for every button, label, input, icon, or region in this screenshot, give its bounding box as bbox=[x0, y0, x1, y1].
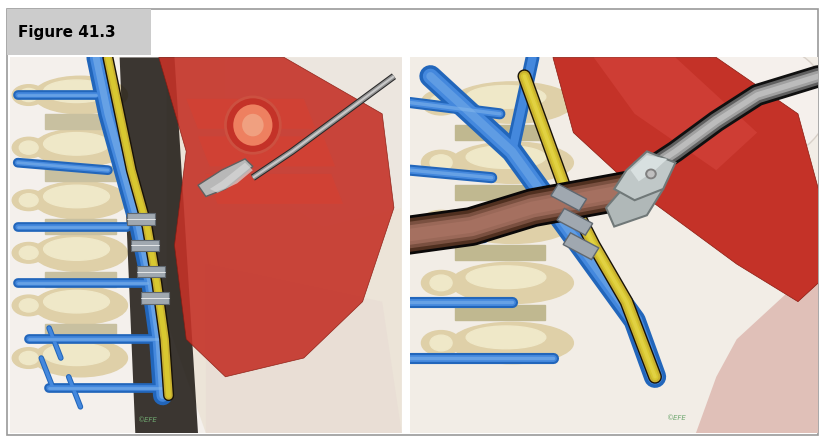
Ellipse shape bbox=[466, 86, 546, 108]
Ellipse shape bbox=[233, 104, 272, 146]
Polygon shape bbox=[614, 151, 676, 200]
Bar bbox=[45, 271, 116, 286]
Ellipse shape bbox=[225, 97, 280, 153]
Ellipse shape bbox=[422, 331, 460, 355]
Ellipse shape bbox=[648, 171, 654, 177]
Polygon shape bbox=[606, 163, 663, 226]
Ellipse shape bbox=[44, 290, 110, 313]
Polygon shape bbox=[696, 264, 818, 433]
Ellipse shape bbox=[450, 82, 573, 123]
Ellipse shape bbox=[44, 133, 110, 155]
Text: Figure 41.3: Figure 41.3 bbox=[18, 25, 116, 40]
Ellipse shape bbox=[19, 299, 38, 312]
Ellipse shape bbox=[34, 129, 127, 166]
Polygon shape bbox=[198, 136, 335, 166]
Polygon shape bbox=[626, 166, 655, 196]
Ellipse shape bbox=[19, 194, 38, 207]
Ellipse shape bbox=[430, 95, 452, 110]
Bar bbox=[45, 114, 116, 129]
Ellipse shape bbox=[466, 206, 546, 229]
Polygon shape bbox=[198, 159, 252, 196]
Ellipse shape bbox=[646, 169, 656, 179]
Ellipse shape bbox=[430, 215, 452, 231]
Ellipse shape bbox=[44, 343, 110, 366]
Text: ©EFE: ©EFE bbox=[137, 417, 157, 423]
Ellipse shape bbox=[422, 90, 460, 115]
Ellipse shape bbox=[34, 181, 127, 219]
Bar bbox=[45, 166, 116, 181]
Ellipse shape bbox=[34, 76, 127, 114]
Ellipse shape bbox=[44, 185, 110, 208]
Polygon shape bbox=[158, 57, 394, 377]
Polygon shape bbox=[186, 99, 315, 129]
Bar bbox=[455, 125, 544, 140]
Ellipse shape bbox=[422, 150, 460, 175]
Polygon shape bbox=[594, 57, 757, 170]
Polygon shape bbox=[206, 174, 343, 204]
Ellipse shape bbox=[450, 142, 573, 183]
Polygon shape bbox=[553, 57, 818, 301]
Ellipse shape bbox=[19, 351, 38, 365]
Polygon shape bbox=[167, 57, 402, 433]
Bar bbox=[551, 184, 587, 211]
Ellipse shape bbox=[44, 238, 110, 260]
Polygon shape bbox=[206, 264, 402, 433]
Ellipse shape bbox=[466, 266, 546, 289]
Ellipse shape bbox=[12, 295, 45, 316]
Bar bbox=[557, 209, 592, 235]
Bar bbox=[141, 292, 168, 304]
Ellipse shape bbox=[242, 114, 264, 136]
Bar bbox=[131, 240, 158, 251]
Ellipse shape bbox=[450, 202, 573, 244]
Ellipse shape bbox=[422, 210, 460, 235]
Ellipse shape bbox=[19, 246, 38, 259]
Ellipse shape bbox=[686, 42, 825, 163]
Ellipse shape bbox=[430, 155, 452, 171]
Ellipse shape bbox=[430, 275, 452, 291]
Polygon shape bbox=[120, 57, 198, 433]
Ellipse shape bbox=[34, 286, 127, 324]
Bar bbox=[7, 9, 151, 55]
Text: ©EFE: ©EFE bbox=[666, 415, 686, 421]
Polygon shape bbox=[225, 57, 402, 226]
Polygon shape bbox=[210, 163, 252, 193]
Bar bbox=[127, 213, 155, 225]
Ellipse shape bbox=[466, 326, 546, 349]
Bar bbox=[455, 245, 544, 260]
Ellipse shape bbox=[466, 146, 546, 168]
Ellipse shape bbox=[44, 80, 110, 103]
Ellipse shape bbox=[12, 348, 45, 368]
Text: a: a bbox=[45, 64, 58, 82]
Polygon shape bbox=[630, 155, 667, 181]
Ellipse shape bbox=[422, 271, 460, 295]
Bar bbox=[45, 219, 116, 234]
Bar bbox=[455, 185, 544, 200]
Ellipse shape bbox=[12, 85, 45, 105]
Text: b: b bbox=[417, 64, 430, 82]
Ellipse shape bbox=[19, 88, 38, 102]
Ellipse shape bbox=[19, 141, 38, 154]
Bar bbox=[45, 324, 116, 339]
Ellipse shape bbox=[12, 190, 45, 210]
Bar bbox=[137, 266, 165, 277]
Bar bbox=[455, 305, 544, 320]
Bar bbox=[563, 233, 599, 259]
Ellipse shape bbox=[34, 339, 127, 377]
Ellipse shape bbox=[450, 322, 573, 364]
Ellipse shape bbox=[430, 335, 452, 351]
Ellipse shape bbox=[12, 137, 45, 158]
Ellipse shape bbox=[450, 262, 573, 304]
Ellipse shape bbox=[34, 234, 127, 271]
Ellipse shape bbox=[12, 243, 45, 263]
